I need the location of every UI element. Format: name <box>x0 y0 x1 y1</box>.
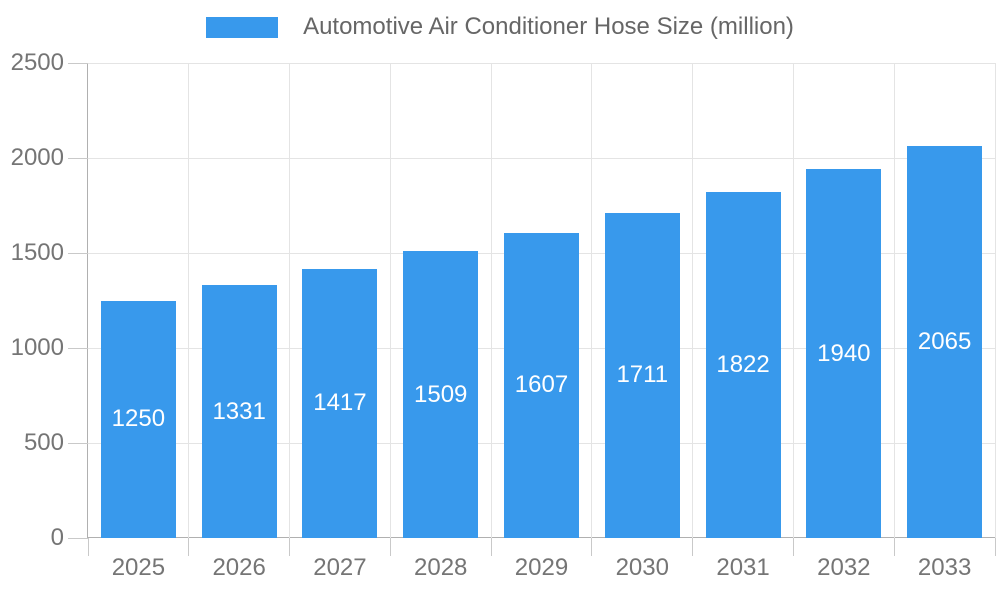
y-axis-line <box>87 63 88 538</box>
bar[interactable]: 1250 <box>100 300 176 538</box>
y-axis-tick-label: 500 <box>23 429 64 456</box>
bar-value-label: 1940 <box>817 339 871 367</box>
legend-item[interactable]: Automotive Air Conditioner Hose Size (mi… <box>0 13 1000 41</box>
bar-value-label: 1250 <box>111 405 166 433</box>
bar[interactable]: 2065 <box>907 145 983 538</box>
y-axis-tick <box>68 537 88 539</box>
gridline-vertical <box>692 63 694 538</box>
gridline-vertical <box>591 63 593 538</box>
x-axis-tick-label: 2029 <box>514 554 569 581</box>
y-axis-tick <box>68 442 88 444</box>
gridline-vertical <box>188 63 190 538</box>
gridline-horizontal <box>88 62 995 64</box>
x-axis-tick <box>389 538 391 556</box>
x-axis-tick-label: 2025 <box>111 554 166 581</box>
y-axis-tick <box>68 62 88 64</box>
gridline-vertical <box>994 63 996 538</box>
bar-value-label: 2065 <box>917 327 972 355</box>
bar[interactable]: 1711 <box>604 212 680 538</box>
x-axis-tick-label: 2028 <box>414 554 468 581</box>
gridline-vertical <box>893 63 895 538</box>
x-axis-tick <box>692 538 694 556</box>
y-axis-tick-label: 2000 <box>10 144 64 171</box>
x-axis-tick <box>188 538 190 556</box>
bar[interactable]: 1940 <box>806 169 882 538</box>
x-axis-tick <box>490 538 492 556</box>
y-axis-tick-label: 1000 <box>10 334 64 361</box>
x-axis-tick-label: 2030 <box>615 554 669 581</box>
y-axis-tick-label: 0 <box>50 524 64 551</box>
x-axis-tick <box>87 538 89 556</box>
x-axis-tick <box>893 538 895 556</box>
x-axis-tick <box>994 538 996 556</box>
y-axis-tick <box>68 157 88 159</box>
bar-value-label: 1417 <box>313 389 367 417</box>
x-axis-tick <box>289 538 291 556</box>
x-axis-tick-label: 2031 <box>716 554 770 581</box>
bar[interactable]: 1331 <box>201 285 277 538</box>
x-axis-tick-label: 2032 <box>817 554 871 581</box>
gridline-vertical <box>389 63 391 538</box>
bar[interactable]: 1509 <box>403 251 479 538</box>
bar[interactable]: 1417 <box>302 268 378 538</box>
legend-swatch <box>206 16 279 38</box>
bar-value-label: 1711 <box>616 361 669 389</box>
x-axis-tick-label: 2033 <box>917 554 972 581</box>
bar-value-label: 1331 <box>212 397 266 425</box>
plot-area: 1250 1331 1417 1509 1607 1711 1822 1940 2065 <box>88 62 996 538</box>
gridline-vertical <box>792 63 794 538</box>
bar-value-label: 1607 <box>514 371 569 399</box>
bar-value-label: 1822 <box>716 350 770 378</box>
bar[interactable]: 1607 <box>504 232 579 538</box>
y-axis-tick <box>68 252 88 254</box>
legend-label: Automotive Air Conditioner Hose Size (mi… <box>303 13 794 40</box>
gridline-vertical <box>289 63 291 538</box>
y-axis-tick-label: 2500 <box>10 49 64 76</box>
gridline-horizontal <box>88 157 995 159</box>
bar-value-label: 1509 <box>414 380 468 408</box>
x-axis-tick-label: 2027 <box>313 554 367 581</box>
x-axis-tick <box>591 538 593 556</box>
gridline-vertical <box>490 63 492 538</box>
x-axis-tick-label: 2026 <box>212 554 266 581</box>
y-axis-tick <box>68 347 88 349</box>
x-axis-tick <box>792 538 794 556</box>
bar[interactable]: 1822 <box>705 191 781 538</box>
y-axis-tick-label: 1500 <box>10 239 64 266</box>
